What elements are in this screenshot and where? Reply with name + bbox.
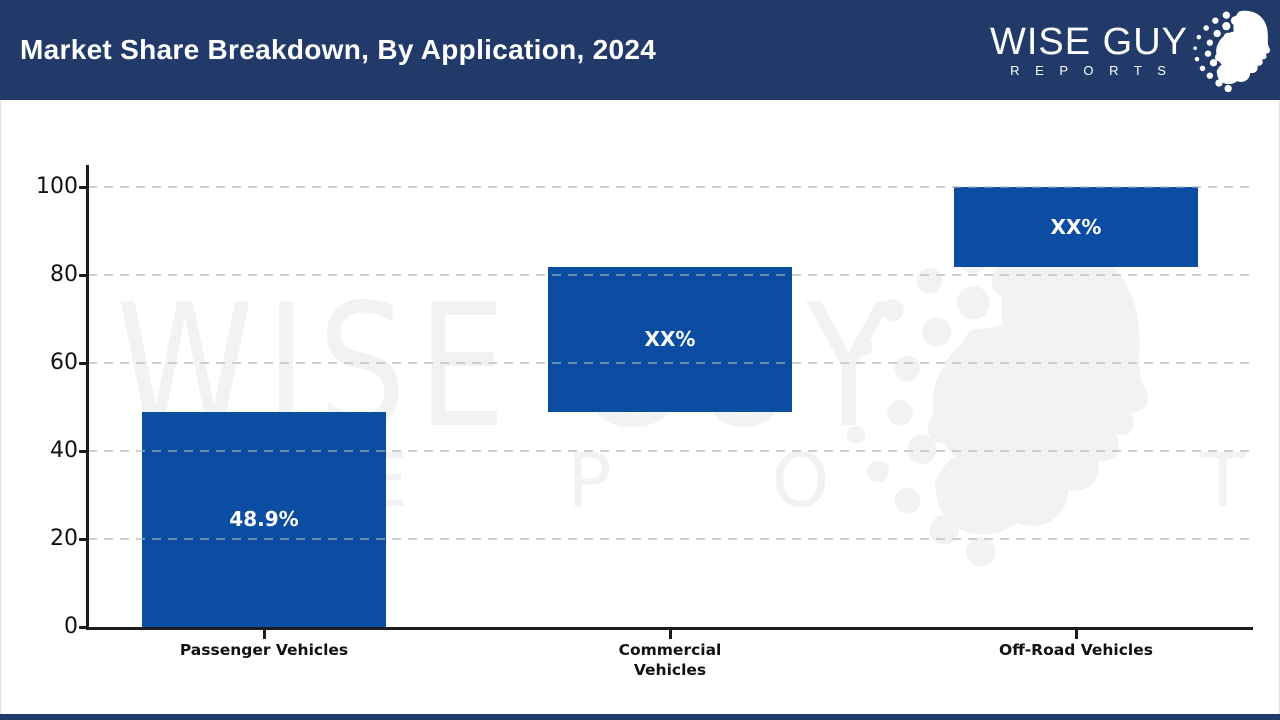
x-tick-mark xyxy=(1075,630,1078,639)
grid-line-overlay xyxy=(88,186,1253,188)
bar xyxy=(142,411,386,627)
y-tick-label: 80 xyxy=(50,262,78,287)
grid-line-overlay xyxy=(88,362,1253,364)
bar xyxy=(548,267,792,412)
grid-line-overlay xyxy=(88,274,1253,276)
x-tick-mark xyxy=(669,630,672,639)
y-tick-label: 0 xyxy=(64,614,78,639)
y-tick-mark xyxy=(79,450,88,453)
y-tick-mark xyxy=(79,538,88,541)
x-category-label: Off-Road Vehicles xyxy=(999,641,1153,659)
bar xyxy=(954,187,1198,268)
bar-value-label: XX% xyxy=(644,327,696,352)
y-tick-mark xyxy=(79,362,88,365)
bar-value-label: 48.9% xyxy=(229,507,299,532)
x-tick-mark xyxy=(263,630,266,639)
x-category-label: Commercial Vehicles xyxy=(618,641,722,680)
footer-bar xyxy=(0,714,1280,720)
y-tick-mark xyxy=(79,626,88,629)
page-title: Market Share Breakdown, By Application, … xyxy=(20,34,657,65)
grid-line-overlay xyxy=(88,450,1253,452)
x-axis-line xyxy=(86,627,1253,630)
brand-wordmark: WISE GUY R E P O R T S xyxy=(990,23,1188,77)
y-tick-mark xyxy=(79,274,88,277)
brand-wordmark-line2: R E P O R T S xyxy=(1010,63,1172,78)
wiseguy-face-icon xyxy=(1193,10,1271,93)
grid-line-overlay xyxy=(88,538,1253,540)
y-tick-label: 40 xyxy=(50,438,78,463)
y-tick-mark xyxy=(79,186,88,189)
y-tick-label: 20 xyxy=(50,526,78,551)
bar-value-label: XX% xyxy=(1050,215,1102,240)
y-tick-label: 100 xyxy=(36,174,78,199)
y-tick-label: 60 xyxy=(50,350,78,375)
brand-logo: WISE GUY R E P O R T S xyxy=(990,2,1276,98)
brand-wordmark-line1: WISE GUY xyxy=(989,21,1188,63)
x-category-label: Passenger Vehicles xyxy=(179,641,349,659)
header: Market Share Breakdown, By Application, … xyxy=(0,0,1280,100)
y-axis-line xyxy=(86,165,89,630)
